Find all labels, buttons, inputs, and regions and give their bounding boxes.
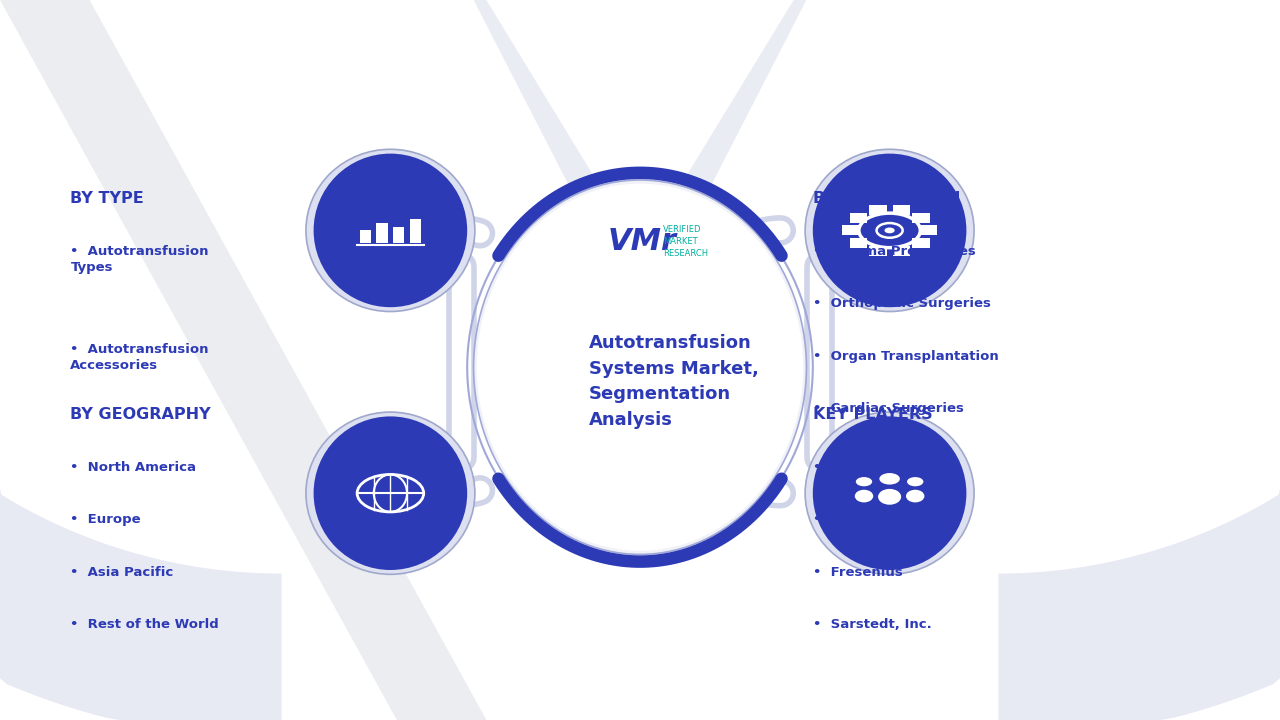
Text: Autotransfusion
Systems Market,
Segmentation
Analysis: Autotransfusion Systems Market, Segmenta… — [589, 334, 759, 429]
Text: KEY PLAYERS: KEY PLAYERS — [813, 407, 932, 422]
Text: •  Asia Pacific: • Asia Pacific — [70, 566, 174, 579]
Text: VERIFIED
MARKET
RESEARCH: VERIFIED MARKET RESEARCH — [663, 225, 708, 258]
Ellipse shape — [306, 412, 475, 575]
FancyBboxPatch shape — [869, 204, 887, 215]
Text: •  Autotransfusion
Types: • Autotransfusion Types — [70, 245, 209, 274]
Ellipse shape — [813, 153, 966, 307]
FancyBboxPatch shape — [919, 225, 937, 235]
Text: BY TYPE: BY TYPE — [70, 191, 145, 206]
Ellipse shape — [474, 180, 806, 554]
Text: •  Orthopedic Surgeries: • Orthopedic Surgeries — [813, 297, 991, 310]
Ellipse shape — [884, 228, 895, 233]
FancyBboxPatch shape — [850, 212, 868, 222]
Ellipse shape — [856, 477, 872, 486]
Text: •  Organ Transplantation: • Organ Transplantation — [813, 350, 998, 363]
Ellipse shape — [805, 412, 974, 575]
Polygon shape — [0, 0, 486, 720]
FancyBboxPatch shape — [376, 223, 388, 243]
Ellipse shape — [879, 473, 900, 485]
Text: •  Rest of the World: • Rest of the World — [70, 618, 219, 631]
Ellipse shape — [813, 416, 966, 570]
Polygon shape — [0, 0, 282, 720]
FancyBboxPatch shape — [393, 227, 404, 243]
Ellipse shape — [805, 149, 974, 312]
FancyBboxPatch shape — [911, 212, 929, 222]
Polygon shape — [998, 0, 1280, 720]
Text: •  Trauma Procedures: • Trauma Procedures — [813, 245, 975, 258]
Ellipse shape — [908, 477, 923, 486]
Polygon shape — [346, 0, 934, 324]
Text: •  Medtronic Plc: • Medtronic Plc — [813, 461, 933, 474]
Text: •  LivaNova: • LivaNova — [813, 513, 899, 526]
FancyBboxPatch shape — [869, 246, 887, 256]
FancyBboxPatch shape — [911, 238, 929, 248]
Text: •  Europe: • Europe — [70, 513, 141, 526]
Text: •  North America: • North America — [70, 461, 196, 474]
Text: •  Sarstedt, Inc.: • Sarstedt, Inc. — [813, 618, 932, 631]
Text: BY GEOGRAPHY: BY GEOGRAPHY — [70, 407, 211, 422]
FancyBboxPatch shape — [892, 204, 910, 215]
Text: •  Fresenius: • Fresenius — [813, 566, 902, 579]
Ellipse shape — [855, 490, 873, 503]
Text: •  Autotransfusion
Accessories: • Autotransfusion Accessories — [70, 343, 209, 372]
FancyBboxPatch shape — [850, 238, 868, 248]
Ellipse shape — [306, 149, 475, 312]
Text: •  Cardiac Surgeries: • Cardiac Surgeries — [813, 402, 964, 415]
Ellipse shape — [906, 490, 924, 503]
FancyBboxPatch shape — [842, 225, 860, 235]
FancyBboxPatch shape — [360, 230, 371, 243]
Text: VMr: VMr — [608, 227, 677, 256]
FancyBboxPatch shape — [410, 219, 421, 243]
Ellipse shape — [477, 184, 804, 551]
Ellipse shape — [314, 153, 467, 307]
Ellipse shape — [878, 489, 901, 505]
Ellipse shape — [314, 416, 467, 570]
FancyBboxPatch shape — [892, 246, 910, 256]
Text: BY APPLICATION: BY APPLICATION — [813, 191, 960, 206]
